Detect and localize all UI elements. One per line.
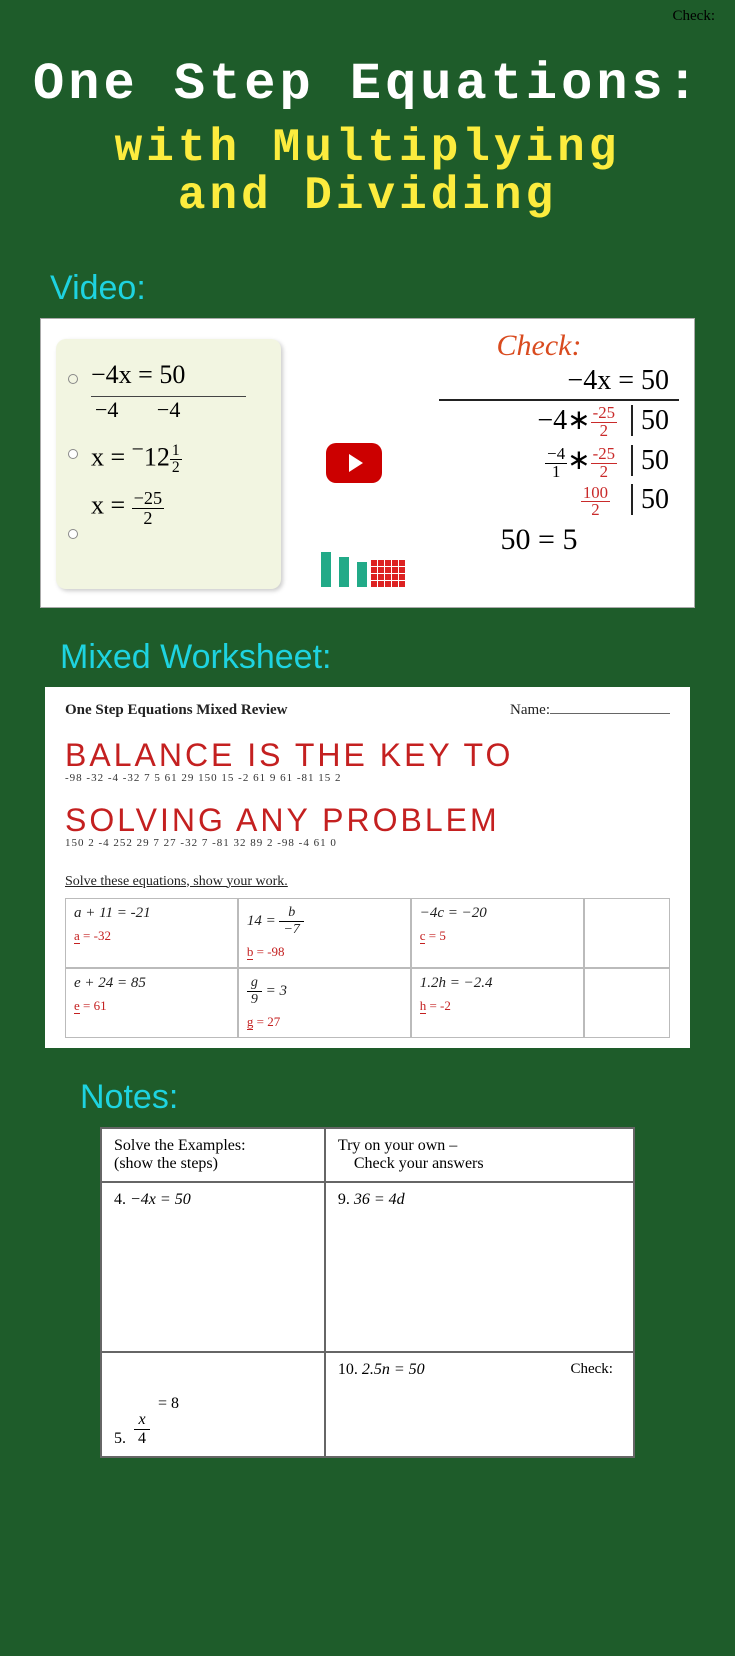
- check-column: Check: −4x = 50 −4∗-252 50 −41∗-252 50 1…: [399, 329, 679, 560]
- eq-line: −4x = 50: [91, 360, 271, 390]
- red-blocks: [371, 560, 405, 587]
- solve-heading: Solve these equations, show your work.: [65, 874, 670, 890]
- notes-p4: 4. −4x = 50: [101, 1182, 325, 1352]
- eq-cell: [584, 898, 670, 968]
- eq-result1: x = −1212: [91, 437, 271, 476]
- eq-result2: x = −252: [91, 489, 271, 526]
- balance-bars: [321, 552, 367, 587]
- play-icon[interactable]: [326, 443, 382, 483]
- notes-head-right: Try on your own – Check your answers: [325, 1128, 634, 1182]
- eq-cell: e + 24 = 85e = 61: [65, 968, 238, 1038]
- eq-cell: 1.2h = −2.4h = -2: [411, 968, 584, 1038]
- balance-text-2: SOLVING ANY PROBLEM: [65, 802, 670, 839]
- notes-p5: 5. x4 = 8: [101, 1352, 325, 1457]
- video-thumbnail[interactable]: −4x = 50 −4 −4 x = −1212 x = −252 Check:…: [40, 318, 695, 608]
- notes-p9: 9. 36 = 4d Check:: [325, 1182, 634, 1352]
- notes-label: Notes:: [0, 1048, 735, 1127]
- eq-cell: g9 = 3g = 27: [238, 968, 411, 1038]
- eq-cell: 14 = b−7b = -98: [238, 898, 411, 968]
- eq-cell: −4c = −20c = 5: [411, 898, 584, 968]
- balance-text-1: BALANCE IS THE KEY TO: [65, 737, 670, 774]
- equation-grid: a + 11 = -21a = -32 14 = b−7b = -98 −4c …: [65, 898, 670, 1038]
- worksheet-panel[interactable]: One Step Equations Mixed Review Name: BA…: [45, 687, 690, 1048]
- notes-p10: 10. 2.5n = 50 Check:: [325, 1352, 634, 1457]
- page-subtitle: with Multiplyingand Dividing: [0, 124, 735, 261]
- eq-cell: [584, 968, 670, 1038]
- notes-head-left: Solve the Examples:(show the steps): [101, 1128, 325, 1182]
- eq-cell: a + 11 = -21a = -32: [65, 898, 238, 968]
- notes-panel[interactable]: Solve the Examples:(show the steps) Try …: [100, 1127, 635, 1458]
- video-label: Video:: [0, 261, 735, 318]
- eq-divisors: −4 −4: [91, 397, 271, 423]
- notepad: −4x = 50 −4 −4 x = −1212 x = −252: [56, 339, 281, 589]
- page-title: One Step Equations:: [0, 0, 735, 124]
- worksheet-header: One Step Equations Mixed Review Name:: [65, 702, 670, 719]
- worksheet-label: Mixed Worksheet:: [0, 608, 735, 687]
